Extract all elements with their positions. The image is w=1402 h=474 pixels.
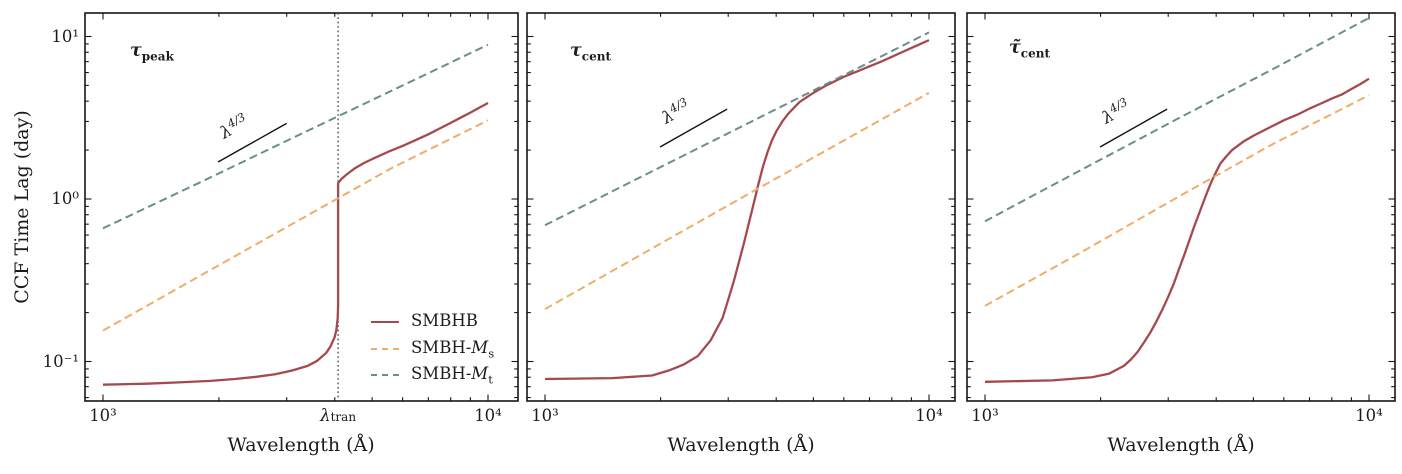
legend-item-smbh-mt: SMBH-Mt — [371, 362, 494, 389]
panel-frame — [526, 12, 956, 402]
panel-frame — [966, 12, 1396, 402]
x-axis-label-panel1: Wavelength (Å) — [227, 434, 375, 456]
series-smbh-ms — [984, 94, 1370, 307]
x-tick-label: 10³ — [531, 406, 559, 425]
x-axis-label-panel2: Wavelength (Å) — [667, 434, 815, 456]
legend-line-dashed-teal — [371, 374, 399, 377]
tau-symbol: τ — [130, 41, 142, 61]
panel-frame — [84, 12, 519, 402]
legend-item-smbhb: SMBHB — [371, 309, 494, 336]
tau-subscript: peak — [141, 49, 174, 64]
slope-marker-line — [217, 122, 288, 163]
x-tick-label: 10⁴ — [1355, 406, 1383, 425]
legend-label: SMBH- — [411, 337, 472, 357]
slope-marker-line — [1099, 108, 1168, 148]
y-tick-label: 10⁻¹ — [42, 351, 79, 371]
panel-title-tau-cent: τcent — [570, 41, 611, 64]
tau-symbol: τ — [570, 41, 582, 61]
legend-item-smbh-ms: SMBH-Ms — [371, 336, 494, 363]
panel-title-tau-peak: τpeak — [130, 41, 174, 64]
x-axis-label-panel3: Wavelength (Å) — [1107, 434, 1255, 456]
tau-subscript: cent — [1020, 46, 1050, 61]
series-smbhb — [984, 77, 1370, 383]
x-tick-label: 10⁴ — [915, 406, 943, 425]
series-smbh-ms — [544, 91, 930, 311]
series-smbh-mt — [102, 43, 489, 230]
y-tick-label: 10¹ — [51, 26, 79, 46]
legend-label: SMBH- — [411, 364, 472, 384]
y-axis-label: CCF Time Lag (day) — [11, 110, 33, 304]
x-tick-label: 10⁴ — [474, 406, 502, 425]
legend-label: SMBHB — [411, 311, 478, 331]
legend-line-solid-red — [371, 321, 399, 324]
legend-line-dashed-orange — [371, 347, 399, 350]
series-smbhb — [544, 39, 930, 381]
lambda-tran-label: λtran — [320, 406, 357, 425]
tau-tilde-symbol: τ̃ — [1009, 38, 1021, 58]
y-tick-label: 10⁰ — [51, 189, 79, 208]
slope-marker-line — [659, 108, 728, 148]
panel-title-tau-tilde-cent: τ̃cent — [1009, 38, 1050, 61]
series-smbh-mt — [984, 17, 1370, 223]
tau-subscript: cent — [581, 49, 611, 64]
series-smbhb — [102, 101, 489, 386]
legend: SMBHB SMBH-Ms SMBH-Mt — [371, 309, 494, 389]
series-smbh-mt — [544, 31, 930, 227]
series-smbh-ms — [102, 119, 489, 332]
x-tick-label: 10³ — [89, 406, 117, 425]
x-tick-label: 10³ — [971, 406, 999, 425]
